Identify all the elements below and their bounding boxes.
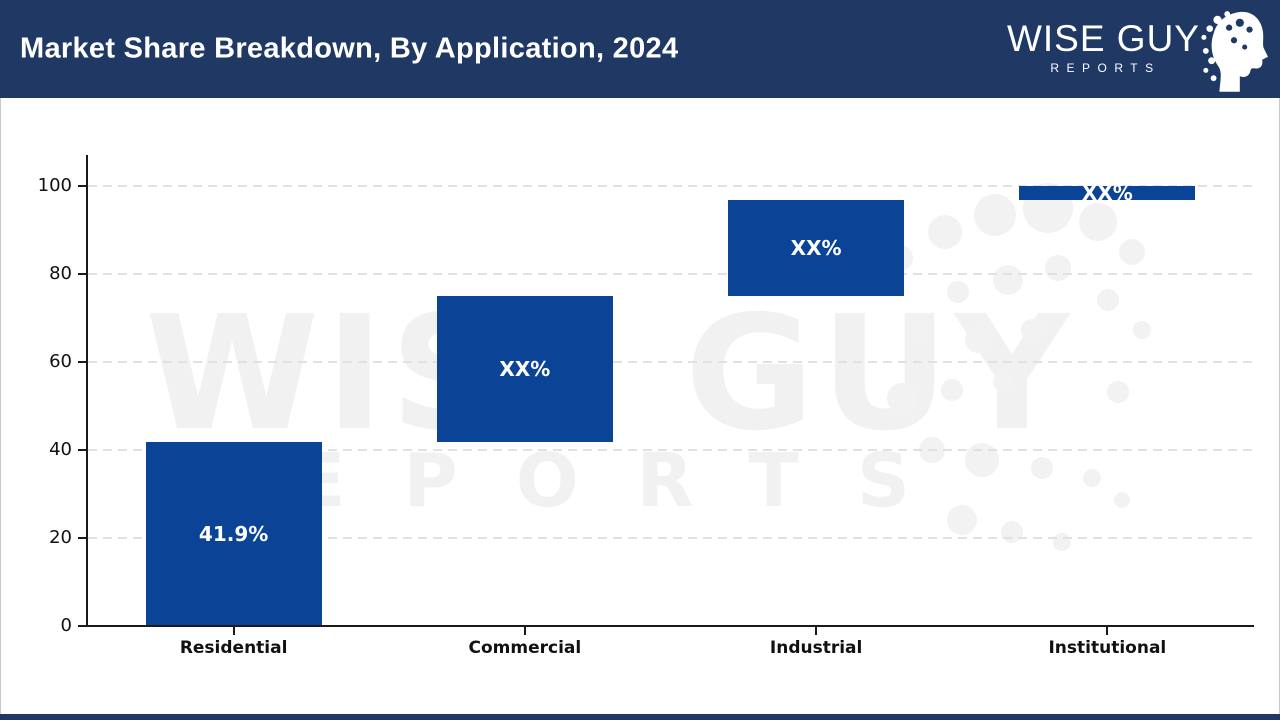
logo: WISE GUY REPORTS: [1006, 4, 1268, 94]
x-tick-label-industrial: Industrial: [769, 638, 863, 658]
footer-strip: [0, 714, 1280, 720]
y-tick-label: 20: [49, 527, 72, 548]
y-tick-mark: [78, 449, 86, 451]
logo-face-icon: [1201, 11, 1268, 92]
y-tick-label: 60: [49, 351, 72, 372]
watermark-dot: [1045, 255, 1071, 281]
watermark-dot: [1133, 321, 1151, 339]
y-tick-label: 80: [49, 263, 72, 284]
watermark-dot: [1083, 469, 1101, 487]
watermark-dot: [974, 194, 1016, 236]
y-tick-label: 0: [60, 615, 72, 636]
x-tick-mark: [815, 627, 818, 635]
watermark-dot: [1119, 239, 1145, 265]
watermark-dot: [928, 215, 962, 249]
x-tick-mark: [1106, 627, 1109, 635]
watermark-dot: [947, 505, 977, 535]
watermark-dot: [965, 327, 991, 353]
x-tick-mark: [523, 627, 526, 635]
logo-subtitle: REPORTS: [1050, 61, 1161, 75]
y-tick-mark: [78, 361, 86, 363]
bar-institutional: XX%: [1019, 180, 1196, 205]
bar-value-label: 41.9%: [198, 521, 269, 546]
x-tick-label-residential: Residential: [179, 638, 288, 658]
watermark-dot: [1031, 457, 1053, 479]
y-tick-mark: [78, 185, 86, 187]
watermark-dot: [947, 281, 969, 303]
y-axis-line: [86, 155, 88, 627]
y-tick-label: 40: [49, 439, 72, 460]
gridline-80: [88, 273, 1253, 275]
watermark-dot: [1097, 289, 1119, 311]
y-tick-mark: [78, 537, 86, 539]
header: Market Share Breakdown, By Application, …: [0, 0, 1280, 98]
watermark-dot: [941, 379, 963, 401]
watermark-dot: [887, 383, 917, 413]
watermark-dot: [993, 265, 1023, 295]
bar-residential: 41.9%: [145, 441, 322, 626]
bar-industrial: XX%: [728, 199, 905, 296]
x-axis-line: [86, 625, 1254, 627]
watermark-dot: [1107, 381, 1129, 403]
logo-text: WISE GUY REPORTS: [1006, 18, 1200, 76]
gridline-100: [88, 185, 1253, 187]
watermark-dot: [1021, 319, 1043, 341]
watermark-dot: [1079, 203, 1117, 241]
bar-commercial: XX%: [436, 295, 613, 442]
x-tick-mark: [232, 627, 235, 635]
gridline-40: [88, 449, 1253, 451]
bar-value-label: XX%: [499, 356, 551, 381]
y-tick-mark: [78, 273, 86, 275]
bar-value-label: XX%: [1081, 180, 1133, 205]
watermark-dot: [965, 443, 999, 477]
watermark-dot: [993, 373, 1011, 391]
watermark-dot: [1114, 492, 1130, 508]
watermark-dot: [913, 323, 931, 341]
chart-region: 0 20 40 60 80 100 41.9% Residential XX% Commercia…: [0, 98, 1280, 714]
x-tick-label-institutional: Institutional: [1048, 638, 1167, 658]
logo-wordmark: WISE GUY: [1006, 18, 1200, 59]
x-tick-label-commercial: Commercial: [468, 638, 582, 658]
page-title: Market Share Breakdown, By Application, …: [20, 32, 679, 65]
bar-value-label: XX%: [790, 235, 842, 260]
y-tick-mark: [78, 625, 86, 627]
y-tick-label: 100: [37, 175, 72, 196]
gridline-20: [88, 537, 1253, 539]
gridline-60: [88, 361, 1253, 363]
